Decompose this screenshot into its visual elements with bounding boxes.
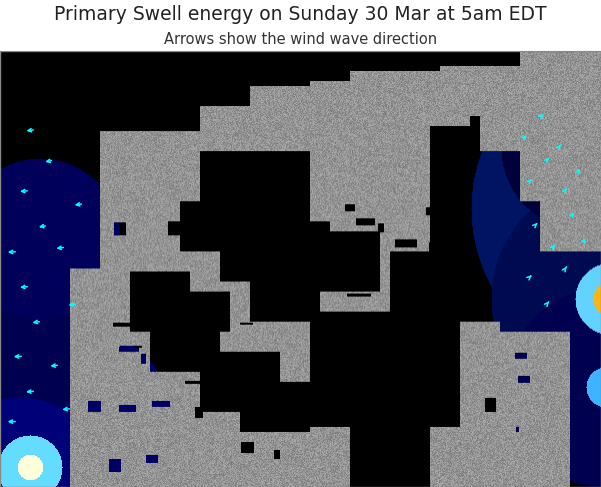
Text: Primary Swell energy on Sunday 30 Mar at 5am EDT: Primary Swell energy on Sunday 30 Mar at… <box>54 5 547 24</box>
Text: Arrows show the wind wave direction: Arrows show the wind wave direction <box>164 32 437 47</box>
